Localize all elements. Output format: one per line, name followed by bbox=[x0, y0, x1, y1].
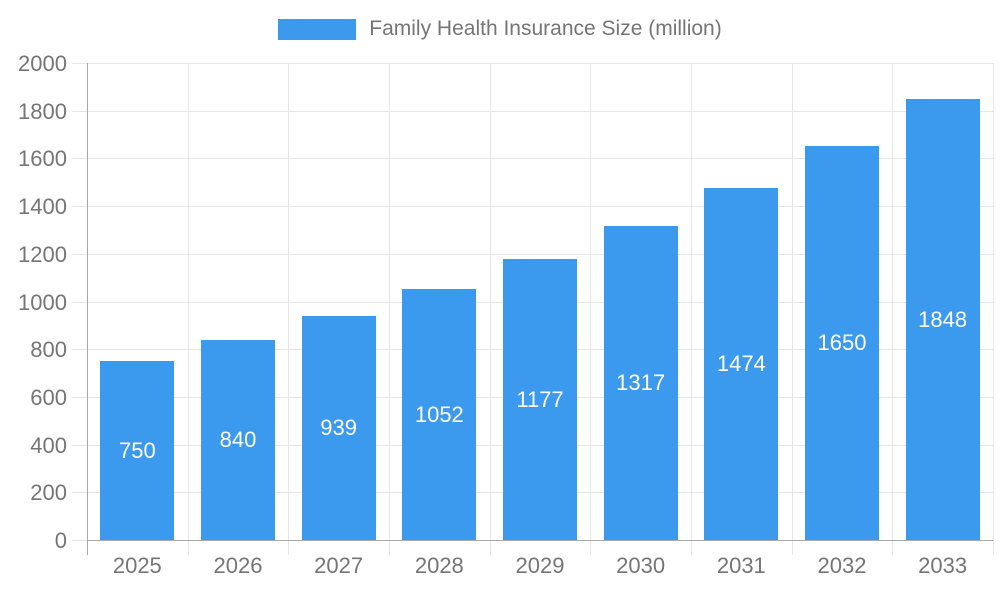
bar-value-label: 1317 bbox=[616, 369, 666, 395]
bar-2026[interactable]: 840 bbox=[201, 339, 275, 540]
bar-2027[interactable]: 939 bbox=[301, 316, 376, 540]
bar-value-label: 750 bbox=[118, 437, 156, 463]
x-axis-tick-label: 2033 bbox=[918, 553, 968, 578]
y-axis-tick-label: 1800 bbox=[18, 98, 67, 124]
x-axis-tick-label: 2025 bbox=[112, 553, 162, 578]
bar-value-label: 1052 bbox=[414, 401, 464, 427]
gridline-vertical bbox=[691, 63, 692, 555]
x-axis-tick-label: 2030 bbox=[616, 553, 666, 578]
bar-value-label: 1177 bbox=[516, 386, 564, 412]
y-axis-tick-label: 1000 bbox=[18, 289, 67, 315]
bar-2029[interactable]: 1177 bbox=[503, 259, 577, 540]
y-axis-tick bbox=[72, 396, 87, 398]
y-axis-tick bbox=[72, 540, 87, 541]
bar-value-label: 1474 bbox=[716, 351, 766, 377]
bar-value-label: 840 bbox=[219, 426, 257, 452]
y-axis-tick-label: 400 bbox=[30, 432, 67, 458]
gridline-horizontal bbox=[87, 158, 993, 160]
bar-2030[interactable]: 1317 bbox=[603, 225, 678, 540]
gridline-horizontal bbox=[87, 63, 993, 64]
y-axis-tick bbox=[72, 206, 87, 208]
y-axis-tick-label: 600 bbox=[30, 384, 67, 410]
gridline-vertical bbox=[389, 63, 390, 555]
x-axis-tick-label: 2028 bbox=[414, 553, 464, 578]
gridline-horizontal bbox=[87, 253, 993, 255]
x-axis-tick-label: 2032 bbox=[817, 553, 867, 578]
y-axis-tick bbox=[72, 301, 87, 303]
y-axis-tick bbox=[72, 349, 87, 351]
y-axis-tick-label: 1200 bbox=[18, 241, 67, 267]
y-axis-tick bbox=[72, 253, 87, 255]
chart-legend-item[interactable]: Family Health Insurance Size (million) bbox=[0, 17, 1000, 41]
bar-2025[interactable]: 750 bbox=[100, 361, 175, 540]
gridline-horizontal bbox=[87, 206, 993, 208]
x-axis-tick-label: 2027 bbox=[314, 553, 364, 578]
y-axis-line bbox=[87, 63, 88, 555]
y-axis-tick bbox=[72, 492, 87, 494]
gridline-vertical bbox=[187, 63, 189, 555]
y-axis-tick-label: 1400 bbox=[18, 194, 67, 220]
gridline-vertical bbox=[791, 63, 793, 555]
bar-2031[interactable]: 1474 bbox=[704, 188, 779, 540]
gridline-vertical bbox=[892, 63, 894, 555]
x-axis-tick-label: 2026 bbox=[213, 553, 263, 578]
y-axis-tick-label: 1600 bbox=[18, 146, 67, 172]
y-axis-tick bbox=[72, 158, 87, 160]
x-axis-tick-label: 2029 bbox=[515, 553, 565, 578]
y-axis-tick-label: 800 bbox=[30, 337, 67, 363]
bar-2028[interactable]: 1052 bbox=[402, 289, 477, 540]
bar-value-label: 1650 bbox=[817, 330, 867, 356]
y-axis-tick-label: 2000 bbox=[18, 51, 67, 76]
bar-value-label: 939 bbox=[320, 415, 358, 441]
bar-value-label: 1848 bbox=[918, 306, 968, 332]
gridline-vertical bbox=[993, 63, 994, 555]
gridline-horizontal bbox=[87, 110, 993, 112]
y-axis-tick bbox=[72, 444, 87, 446]
bar-2033[interactable]: 1848 bbox=[905, 99, 980, 540]
x-axis-tick-label: 2031 bbox=[716, 553, 766, 578]
y-axis-tick bbox=[72, 63, 87, 64]
legend-color-swatch bbox=[278, 18, 357, 40]
gridline-vertical bbox=[489, 63, 491, 555]
x-axis-line bbox=[87, 540, 993, 541]
legend-label: Family Health Insurance Size (million) bbox=[369, 17, 722, 40]
gridline-vertical bbox=[288, 63, 290, 555]
bar-2032[interactable]: 1650 bbox=[805, 146, 879, 540]
gridline-vertical bbox=[590, 63, 592, 555]
y-axis-tick-label: 200 bbox=[30, 480, 67, 506]
y-axis-tick bbox=[72, 110, 87, 112]
y-axis-tick-label: 0 bbox=[54, 528, 67, 553]
